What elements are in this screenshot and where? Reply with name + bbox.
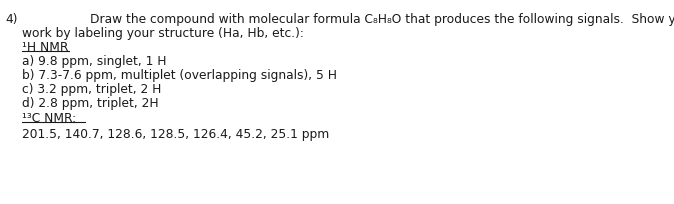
- Text: Draw the compound with molecular formula C₈H₈O that produces the following signa: Draw the compound with molecular formula…: [90, 13, 674, 26]
- Text: a) 9.8 ppm, singlet, 1 H: a) 9.8 ppm, singlet, 1 H: [22, 55, 166, 68]
- Text: ¹³C NMR:: ¹³C NMR:: [22, 112, 76, 125]
- Text: 4): 4): [5, 13, 18, 26]
- Text: work by labeling your structure (Ha, Hb, etc.):: work by labeling your structure (Ha, Hb,…: [22, 27, 304, 40]
- Text: b) 7.3-7.6 ppm, multiplet (overlapping signals), 5 H: b) 7.3-7.6 ppm, multiplet (overlapping s…: [22, 69, 337, 82]
- Text: d) 2.8 ppm, triplet, 2H: d) 2.8 ppm, triplet, 2H: [22, 97, 158, 110]
- Text: 201.5, 140.7, 128.6, 128.5, 126.4, 45.2, 25.1 ppm: 201.5, 140.7, 128.6, 128.5, 126.4, 45.2,…: [22, 128, 330, 141]
- Text: c) 3.2 ppm, triplet, 2 H: c) 3.2 ppm, triplet, 2 H: [22, 83, 161, 96]
- Text: ¹H NMR: ¹H NMR: [22, 41, 68, 54]
